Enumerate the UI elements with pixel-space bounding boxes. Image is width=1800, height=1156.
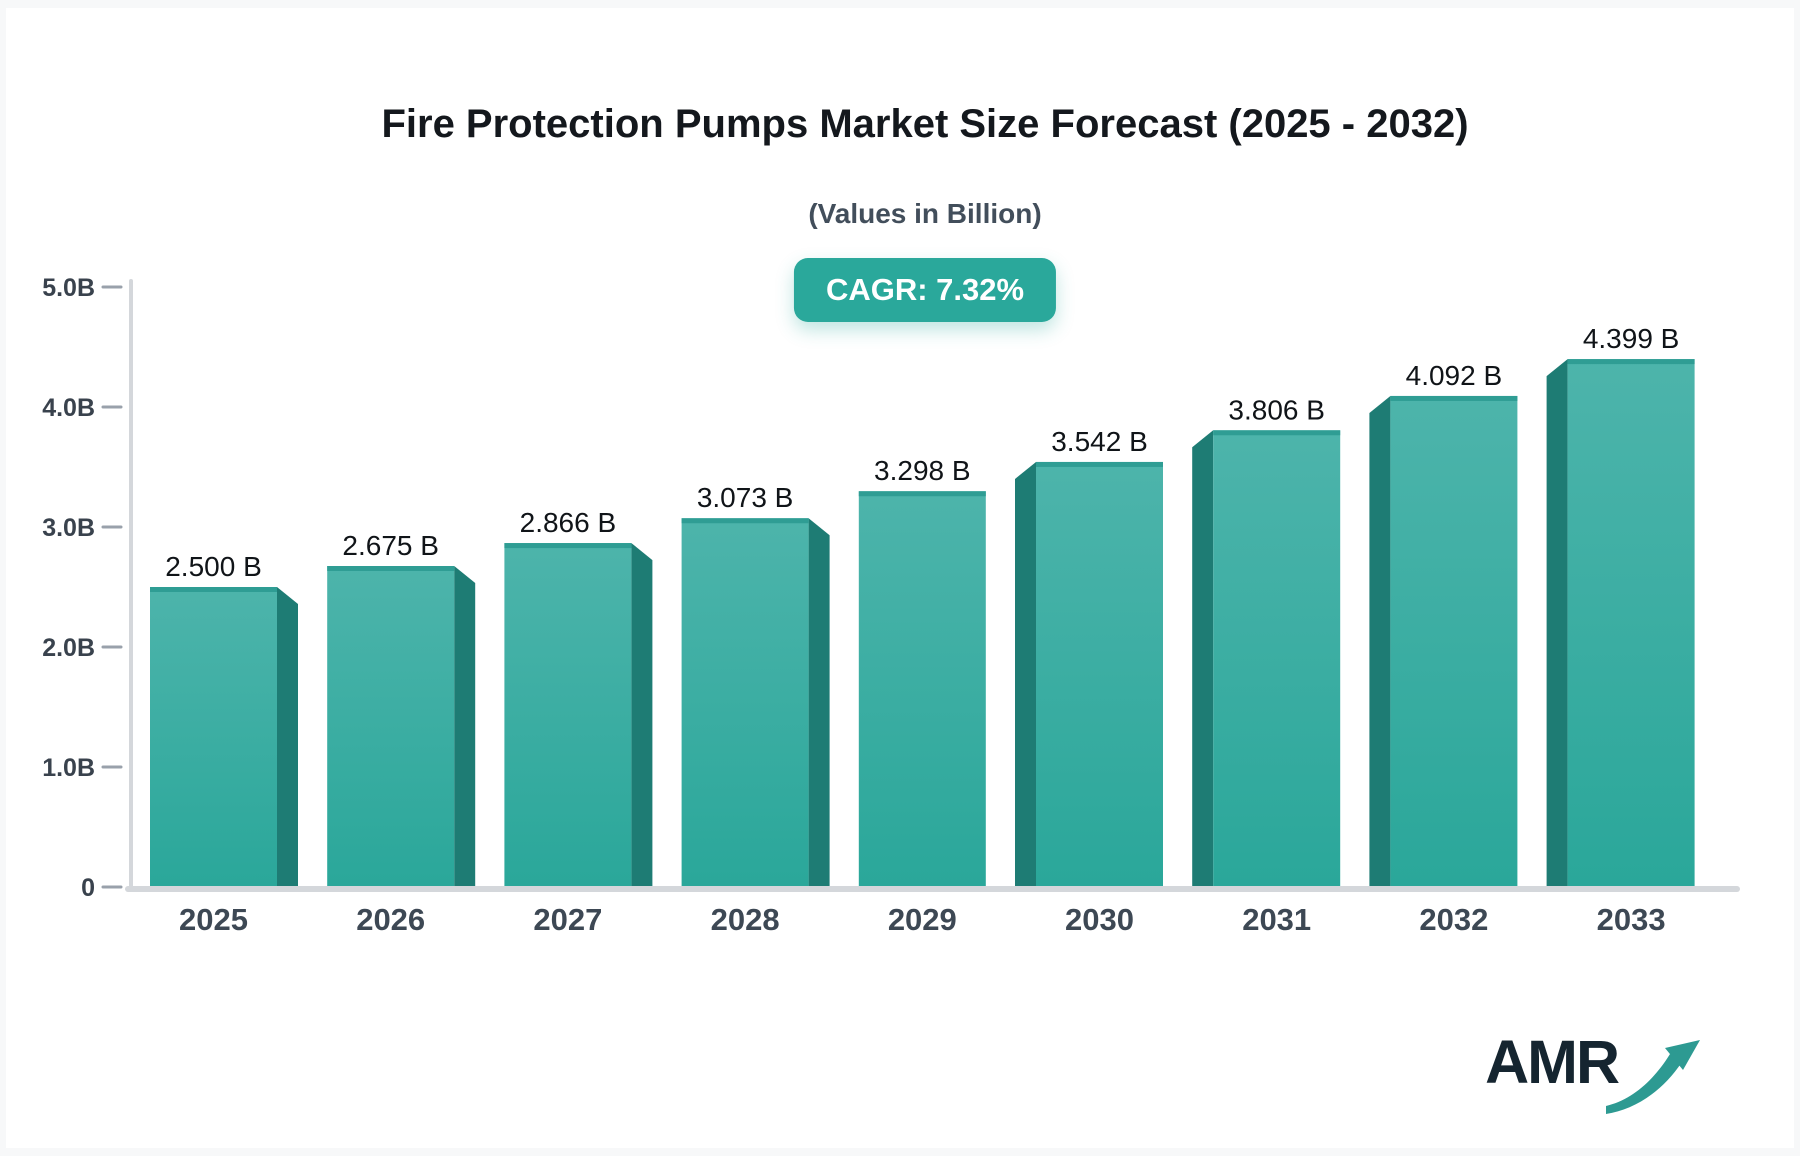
bar-2026 <box>327 566 455 887</box>
bar-value-label: 3.806 B <box>1228 394 1325 425</box>
bar-2031 <box>1213 430 1341 887</box>
bar-value-label: 2.500 B <box>165 551 262 582</box>
bar-top-edge <box>504 543 632 549</box>
bar-side-panel <box>277 587 298 887</box>
amr-logo-text: AMR <box>1485 1028 1620 1096</box>
bar-2025 <box>150 587 277 887</box>
bar-top-edge <box>150 587 277 592</box>
bar-value-label: 3.073 B <box>697 482 794 513</box>
amr-logo: AMR <box>1485 1032 1704 1120</box>
x-axis-label-2033: 2033 <box>1597 902 1666 937</box>
bar-side-panel <box>1015 461 1036 887</box>
bar-2028 <box>681 518 809 887</box>
bar-side-panel <box>1546 359 1568 887</box>
y-tick-label: 0 <box>81 874 95 902</box>
bar-side-panel <box>1192 430 1214 887</box>
chart-subtitle: (Values in Billion) <box>808 198 1042 229</box>
bar-value-label: 4.399 B <box>1583 323 1680 354</box>
bar-2033 <box>1567 359 1695 887</box>
bar-side-panel <box>808 518 830 887</box>
bar-side-panel <box>1369 395 1391 887</box>
bar-value-label: 2.675 B <box>342 530 439 561</box>
y-tick-label: 3.0B <box>42 514 95 542</box>
y-tick-label: 4.0B <box>42 394 95 422</box>
y-tick-label: 5.0B <box>42 274 95 302</box>
x-axis-label-2025: 2025 <box>179 902 248 937</box>
y-tick-label: 2.0B <box>42 634 95 662</box>
x-axis-label-2031: 2031 <box>1242 902 1311 937</box>
bar-top-edge <box>681 518 809 524</box>
bar-2029 <box>858 491 986 887</box>
bar-side-panel <box>454 566 476 887</box>
bar-value-label: 3.298 B <box>874 455 971 486</box>
growth-arrow-icon <box>1606 1040 1700 1114</box>
bar-value-label: 3.542 B <box>1051 426 1148 457</box>
x-axis-label-2026: 2026 <box>356 902 425 937</box>
bar-top-edge <box>858 491 986 497</box>
bar-side-panel <box>631 543 653 887</box>
x-axis-label-2029: 2029 <box>888 902 957 937</box>
x-axis-label-2030: 2030 <box>1065 902 1134 937</box>
bar-top-edge <box>1390 395 1518 401</box>
bar-2030 <box>1036 461 1163 887</box>
bar-top-edge <box>1567 359 1695 365</box>
x-axis-label-2027: 2027 <box>533 902 602 937</box>
chart-title: Fire Protection Pumps Market Size Foreca… <box>381 102 1469 146</box>
y-tick-label: 1.0B <box>42 754 95 782</box>
x-axis-label-2028: 2028 <box>711 902 780 937</box>
bar-value-label: 2.866 B <box>520 507 617 538</box>
bar-2032 <box>1390 395 1518 887</box>
x-axis-label-2032: 2032 <box>1419 902 1488 937</box>
cagr-badge: CAGR: 7.32% <box>793 258 1057 322</box>
bar-top-edge <box>1036 461 1163 467</box>
bar-top-edge <box>1213 430 1341 436</box>
bar-top-edge <box>327 566 455 571</box>
bar-value-label: 4.092 B <box>1406 360 1503 391</box>
bar-2027 <box>504 543 632 887</box>
